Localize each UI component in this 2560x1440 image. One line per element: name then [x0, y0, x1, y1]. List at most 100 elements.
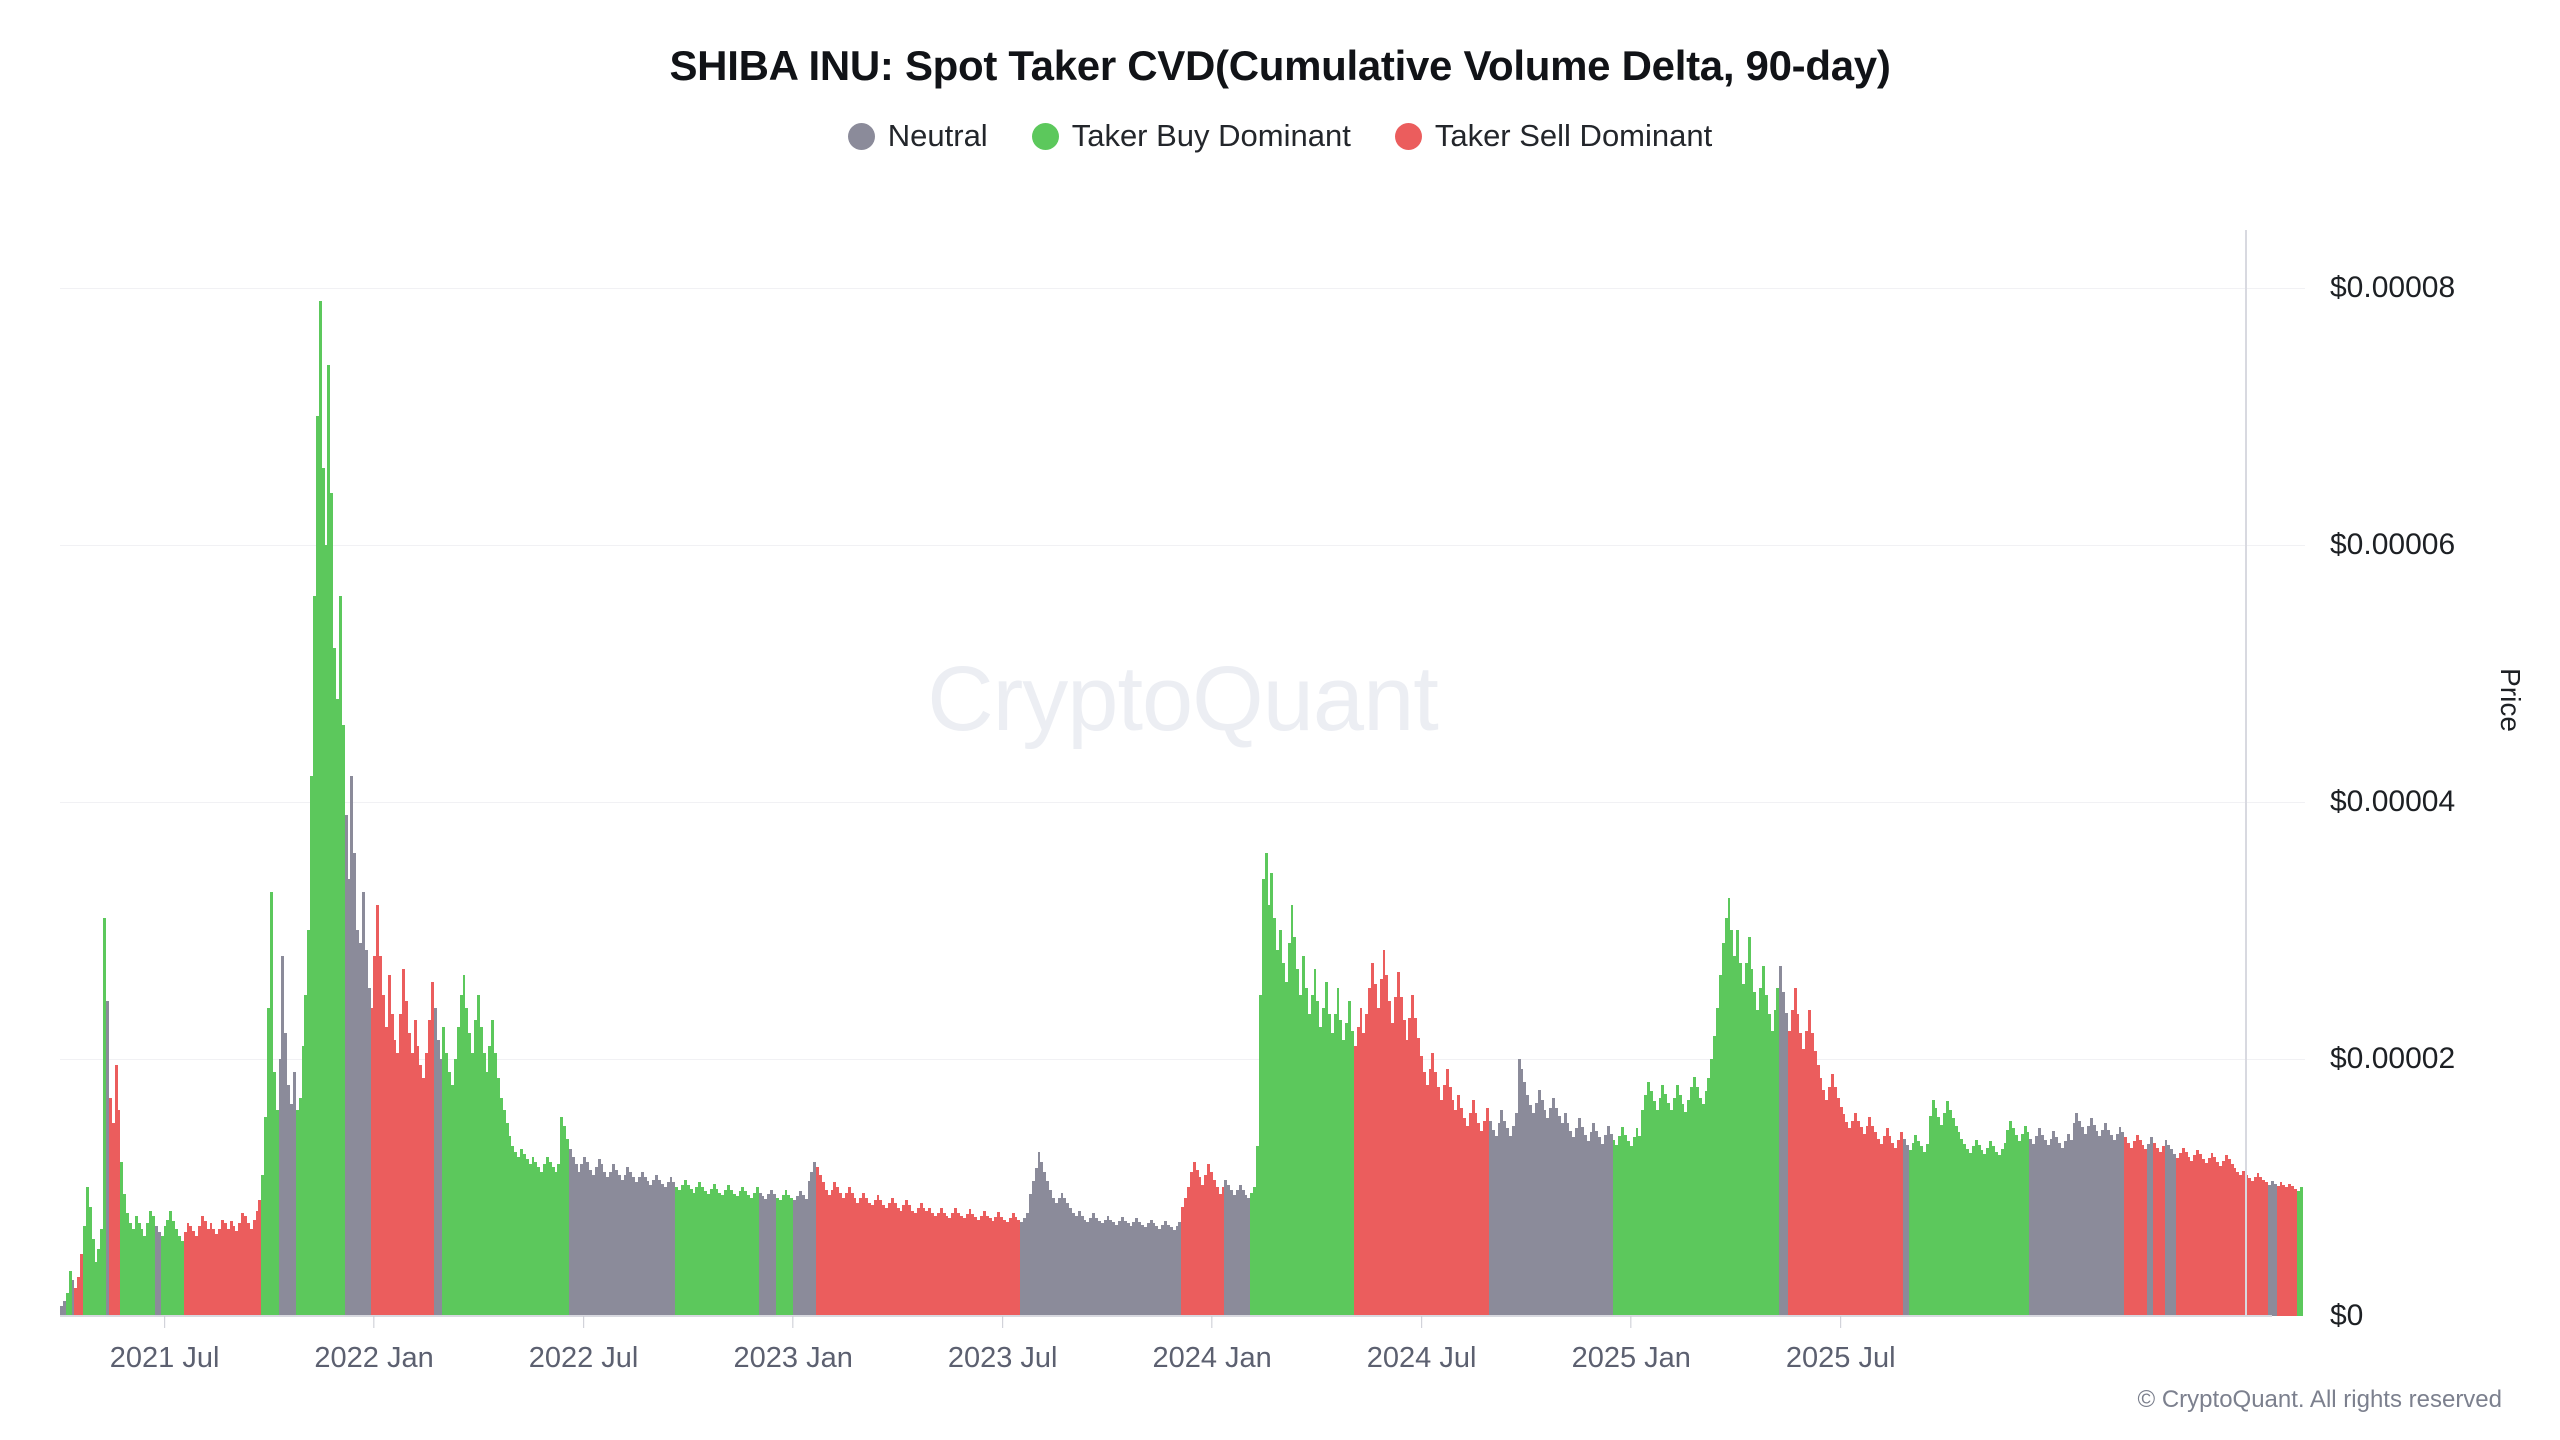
bar[interactable]	[1871, 230, 1875, 1316]
bar[interactable]	[1756, 230, 1760, 1316]
bar[interactable]	[842, 230, 845, 1316]
bar[interactable]	[209, 230, 213, 1316]
bar[interactable]	[543, 230, 546, 1316]
bar[interactable]	[264, 230, 267, 1316]
bar[interactable]	[623, 230, 627, 1316]
bar[interactable]	[934, 230, 937, 1316]
bar[interactable]	[666, 230, 670, 1316]
bar[interactable]	[479, 230, 483, 1316]
bar[interactable]	[269, 230, 273, 1316]
bar[interactable]	[810, 230, 814, 1316]
bar[interactable]	[2227, 230, 2231, 1316]
bar[interactable]	[706, 230, 710, 1316]
bar[interactable]	[1353, 230, 1357, 1316]
bar[interactable]	[913, 230, 917, 1316]
bar[interactable]	[928, 230, 932, 1316]
bar[interactable]	[1477, 230, 1481, 1316]
bar[interactable]	[2150, 230, 2153, 1316]
bar[interactable]	[117, 230, 121, 1316]
bar[interactable]	[1638, 230, 1642, 1316]
bar[interactable]	[476, 230, 480, 1316]
bar[interactable]	[1178, 230, 1182, 1316]
bar[interactable]	[106, 230, 109, 1316]
bar[interactable]	[551, 230, 555, 1316]
bar[interactable]	[1822, 230, 1826, 1316]
bar[interactable]	[1135, 230, 1139, 1316]
bar[interactable]	[672, 230, 676, 1316]
bar[interactable]	[2072, 230, 2076, 1316]
bar[interactable]	[1316, 230, 1320, 1316]
bar[interactable]	[612, 230, 615, 1316]
bar[interactable]	[226, 230, 230, 1316]
bar[interactable]	[2147, 230, 2151, 1316]
bar[interactable]	[1385, 230, 1389, 1316]
bar[interactable]	[862, 230, 865, 1316]
bar[interactable]	[836, 230, 840, 1316]
bar[interactable]	[1299, 230, 1302, 1316]
bar[interactable]	[2268, 230, 2271, 1316]
bar[interactable]	[747, 230, 750, 1316]
bar[interactable]	[143, 230, 147, 1316]
bar[interactable]	[1517, 230, 1521, 1316]
bar[interactable]	[2095, 230, 2099, 1316]
bar[interactable]	[951, 230, 955, 1316]
bar[interactable]	[2040, 230, 2044, 1316]
bar[interactable]	[2256, 230, 2260, 1316]
bar[interactable]	[1161, 230, 1164, 1316]
bar[interactable]	[1652, 230, 1656, 1316]
bar[interactable]	[1431, 230, 1435, 1316]
bar[interactable]	[1744, 230, 1748, 1316]
bar[interactable]	[321, 230, 325, 1316]
bar[interactable]	[157, 230, 161, 1316]
bar[interactable]	[1382, 230, 1386, 1316]
bar[interactable]	[2265, 230, 2268, 1316]
bar[interactable]	[816, 230, 819, 1316]
bar[interactable]	[1175, 230, 1179, 1316]
bar[interactable]	[574, 230, 578, 1316]
bar[interactable]	[192, 230, 196, 1316]
bar[interactable]	[175, 230, 178, 1316]
bar[interactable]	[750, 230, 753, 1316]
bar[interactable]	[663, 230, 667, 1316]
legend-item[interactable]: Taker Buy Dominant	[1031, 118, 1351, 154]
bar[interactable]	[482, 230, 486, 1316]
bar[interactable]	[1350, 230, 1354, 1316]
bar[interactable]	[2141, 230, 2145, 1316]
bar[interactable]	[2026, 230, 2030, 1316]
bar[interactable]	[2193, 230, 2197, 1316]
bar[interactable]	[131, 230, 135, 1316]
bar[interactable]	[1287, 230, 1291, 1316]
bar[interactable]	[238, 230, 242, 1316]
bar[interactable]	[353, 230, 357, 1316]
bar[interactable]	[962, 230, 966, 1316]
bar[interactable]	[721, 230, 725, 1316]
bar[interactable]	[1954, 230, 1958, 1316]
bar[interactable]	[1365, 230, 1369, 1316]
bar[interactable]	[761, 230, 765, 1316]
bar[interactable]	[548, 230, 552, 1316]
bar[interactable]	[931, 230, 934, 1316]
bar[interactable]	[1221, 230, 1225, 1316]
bar[interactable]	[1020, 230, 1024, 1316]
bar[interactable]	[1095, 230, 1098, 1316]
bar[interactable]	[2066, 230, 2070, 1316]
bar[interactable]	[801, 230, 805, 1316]
bar[interactable]	[1511, 230, 1515, 1316]
bar[interactable]	[1405, 230, 1409, 1316]
bar[interactable]	[1854, 230, 1857, 1316]
bar[interactable]	[531, 230, 535, 1316]
bar[interactable]	[807, 230, 811, 1316]
bar[interactable]	[1902, 230, 1906, 1316]
bar[interactable]	[985, 230, 989, 1316]
bar[interactable]	[1782, 230, 1785, 1316]
bar[interactable]	[658, 230, 661, 1316]
bar[interactable]	[1923, 230, 1926, 1316]
bar[interactable]	[1112, 230, 1116, 1316]
bar[interactable]	[2187, 230, 2191, 1316]
bar[interactable]	[2032, 230, 2036, 1316]
bar[interactable]	[2279, 230, 2283, 1316]
bar[interactable]	[1164, 230, 1167, 1316]
bar[interactable]	[465, 230, 469, 1316]
bar[interactable]	[1172, 230, 1176, 1316]
bar[interactable]	[2276, 230, 2280, 1316]
